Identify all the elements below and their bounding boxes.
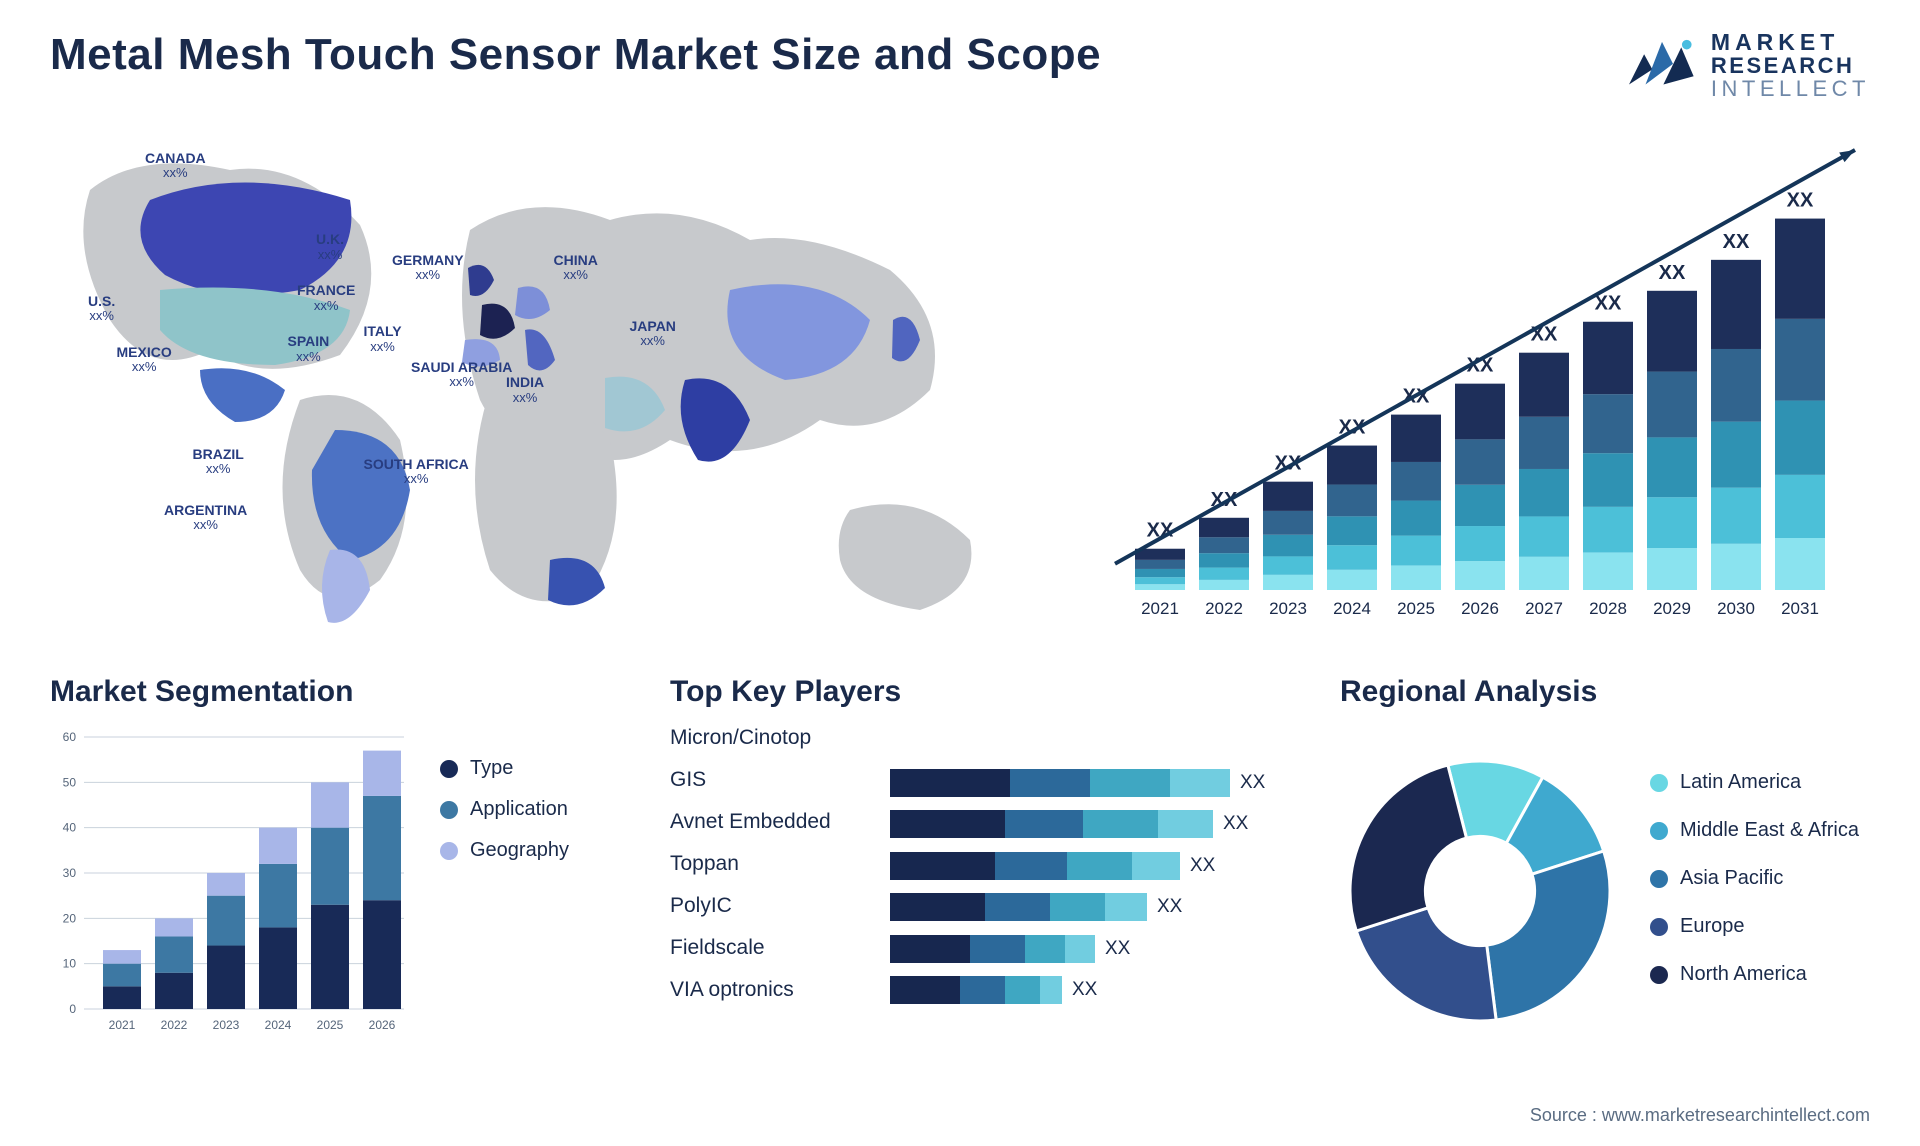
svg-text:2024: 2024 (1333, 599, 1371, 618)
player-bar-row: XX (890, 976, 1310, 1004)
svg-text:10: 10 (63, 957, 77, 971)
map-label-argentina: ARGENTINAxx% (164, 503, 247, 533)
player-bar-row: XX (890, 893, 1310, 921)
svg-text:2029: 2029 (1653, 599, 1691, 618)
svg-text:2026: 2026 (1461, 599, 1499, 618)
map-label-spain: SPAINxx% (288, 334, 330, 364)
map-label-germany: GERMANYxx% (392, 253, 464, 283)
player-bar-row: XX (890, 935, 1310, 963)
player-name: PolyIC (670, 895, 870, 916)
page-title: Metal Mesh Touch Sensor Market Size and … (50, 30, 1101, 80)
growth-chart: XX2021XX2022XX2023XX2024XX2025XX2026XX20… (1030, 130, 1870, 640)
map-label-canada: CANADAxx% (145, 151, 206, 181)
svg-text:2026: 2026 (369, 1018, 396, 1032)
regional-legend-item: Latin America (1650, 771, 1859, 794)
map-label-china: CHINAxx% (554, 253, 598, 283)
player-bar-row: XX (890, 769, 1310, 797)
player-name: Avnet Embedded (670, 811, 870, 832)
regional-donut (1340, 751, 1620, 1031)
player-bar-row: XX (890, 852, 1310, 880)
map-label-italy: ITALYxx% (364, 324, 402, 354)
svg-text:XX: XX (1595, 293, 1622, 315)
logo-mark-icon (1627, 35, 1697, 95)
map-label-us: U.S.xx% (88, 294, 115, 324)
regional-legend-item: Europe (1650, 915, 1859, 938)
map-label-southafrica: SOUTH AFRICAxx% (364, 457, 469, 487)
segmentation-panel: Market Segmentation 0 10 20 30 40 50 60 2021 202… (50, 675, 640, 1055)
svg-text:2025: 2025 (317, 1018, 344, 1032)
svg-text:2024: 2024 (265, 1018, 292, 1032)
regional-legend-item: Middle East & Africa (1650, 819, 1859, 842)
regional-title: Regional Analysis (1340, 675, 1870, 709)
key-player-names: Micron/Cinotop GIS Avnet Embedded Toppan Pol… (670, 727, 870, 1055)
player-name: VIA optronics (670, 979, 870, 1000)
seg-legend-geography: Geography (440, 839, 569, 862)
map-label-japan: JAPANxx% (630, 319, 676, 349)
svg-text:XX: XX (1723, 231, 1750, 253)
player-name: Fieldscale (670, 937, 870, 958)
key-players-panel: Top Key Players Micron/Cinotop GIS Avnet E… (670, 675, 1310, 1055)
svg-text:2021: 2021 (109, 1018, 136, 1032)
segmentation-chart: 0 10 20 30 40 50 60 2021 2022 2023 2024 2025 2026 (50, 727, 410, 1037)
map-label-brazil: BRAZILxx% (193, 447, 244, 477)
svg-text:30: 30 (63, 866, 77, 880)
map-label-uk: U.K.xx% (316, 232, 344, 262)
map-label-india: INDIAxx% (506, 375, 544, 405)
svg-text:2023: 2023 (1269, 599, 1307, 618)
svg-text:20: 20 (63, 912, 77, 926)
map-label-mexico: MEXICOxx% (117, 345, 172, 375)
svg-text:2022: 2022 (161, 1018, 188, 1032)
svg-text:2025: 2025 (1397, 599, 1435, 618)
world-map-panel: CANADAxx% U.S.xx%MEXICOxx% BRAZILxx% ARGENT… (50, 130, 1000, 640)
player-name: Micron/Cinotop (670, 727, 870, 748)
svg-text:50: 50 (63, 776, 77, 790)
svg-text:2023: 2023 (213, 1018, 240, 1032)
player-bar-row: XX (890, 810, 1310, 838)
svg-text:2027: 2027 (1525, 599, 1563, 618)
key-players-title: Top Key Players (670, 675, 1310, 709)
svg-text:2031: 2031 (1781, 599, 1819, 618)
player-bar-row (890, 727, 1310, 755)
seg-legend-type: Type (440, 757, 569, 780)
player-name: GIS (670, 769, 870, 790)
svg-text:2022: 2022 (1205, 599, 1243, 618)
regional-legend-item: North America (1650, 963, 1859, 986)
growth-chart-panel: XX2021XX2022XX2023XX2024XX2025XX2026XX20… (1030, 130, 1870, 640)
svg-text:2030: 2030 (1717, 599, 1755, 618)
logo-line1: MARKET (1711, 30, 1870, 54)
map-label-france: FRANCExx% (297, 283, 355, 313)
key-player-bars: XX XX XX XX XX XX (890, 727, 1310, 1055)
source-attribution: Source : www.marketresearchintellect.com (1530, 1105, 1870, 1126)
map-region-mexico (200, 369, 285, 423)
svg-text:XX: XX (1787, 190, 1814, 212)
seg-legend-application: Application (440, 798, 569, 821)
svg-text:2021: 2021 (1141, 599, 1179, 618)
regional-legend: Latin America Middle East & Africa Asia Pa… (1650, 771, 1859, 1011)
regional-panel: Regional Analysis Latin America Middle Ea… (1340, 675, 1870, 1055)
logo-line2: RESEARCH (1711, 54, 1870, 77)
brand-logo: MARKET RESEARCH INTELLECT (1627, 30, 1870, 100)
svg-text:0: 0 (69, 1002, 76, 1016)
logo-line3: INTELLECT (1711, 77, 1870, 100)
map-label-saudiarabia: SAUDI ARABIAxx% (411, 360, 512, 390)
svg-text:40: 40 (63, 821, 77, 835)
svg-text:XX: XX (1659, 262, 1686, 284)
segmentation-legend: Type Application Geography (440, 727, 569, 1055)
player-name: Toppan (670, 853, 870, 874)
regional-legend-item: Asia Pacific (1650, 867, 1859, 890)
svg-text:2028: 2028 (1589, 599, 1627, 618)
svg-text:60: 60 (63, 730, 77, 744)
segmentation-title: Market Segmentation (50, 675, 640, 709)
